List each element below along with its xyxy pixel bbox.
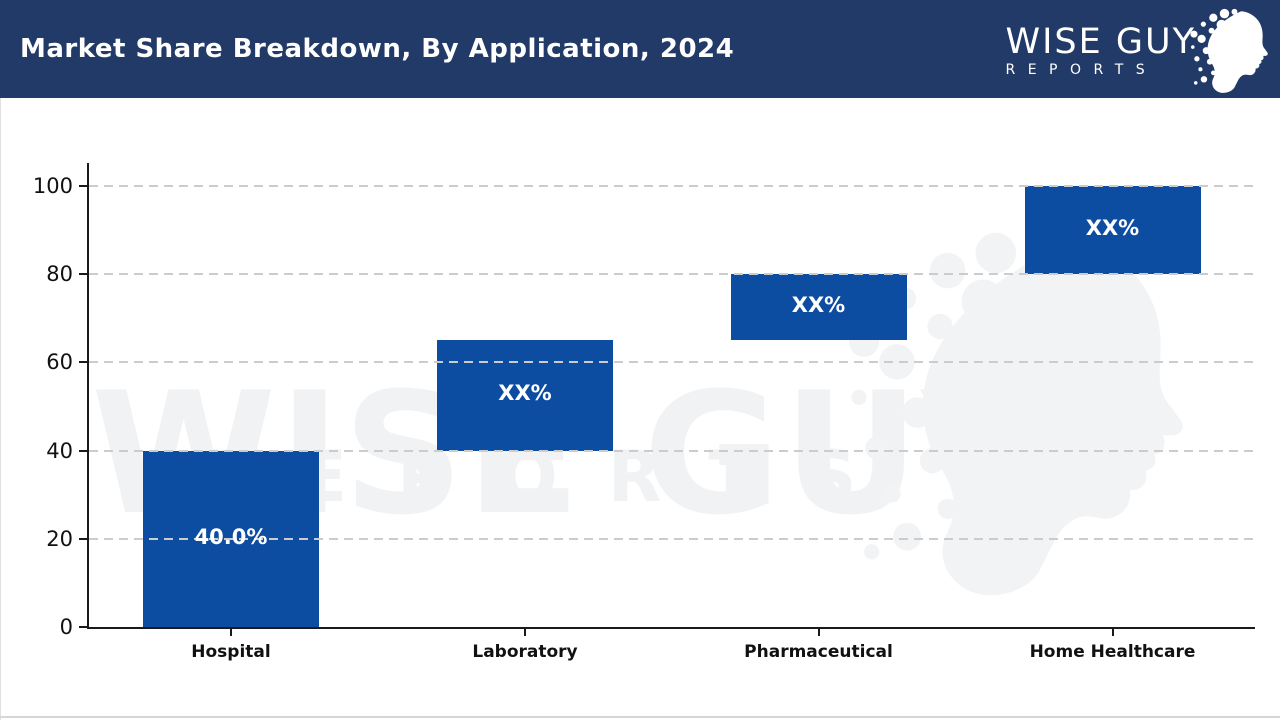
chart-title: Market Share Breakdown, By Application, … <box>20 34 735 64</box>
bar-pharmaceutical <box>730 274 907 341</box>
y-tick-label: 80 <box>46 262 73 287</box>
y-tick-mark <box>79 361 87 364</box>
x-tick-mark <box>817 629 820 636</box>
logo-text: WISE GUY REPORTS <box>1005 23 1196 78</box>
bar-home-healthcare <box>1024 186 1201 275</box>
y-tick-mark <box>79 449 87 452</box>
x-category-label: Pharmaceutical <box>744 642 893 662</box>
plot-area: WISE GUY REPORTS 0 20 40 60 80 100 40.0% Hospit… <box>0 98 1280 720</box>
bar-value-label: 40.0% <box>194 524 268 549</box>
logo-wordmark: WISE GUY <box>1005 21 1196 62</box>
gridline <box>89 537 1253 540</box>
gridline <box>89 449 1253 452</box>
bar-value-label: XX% <box>1085 216 1140 241</box>
x-category-label: Hospital <box>191 642 271 662</box>
y-tick-label: 60 <box>46 350 73 375</box>
x-category-label: Laboratory <box>472 642 578 662</box>
y-axis-line <box>87 163 89 629</box>
x-axis-line <box>87 627 1255 629</box>
y-tick-label: 40 <box>46 438 73 463</box>
y-tick-mark <box>79 537 87 540</box>
header-bar: Market Share Breakdown, By Application, … <box>0 0 1280 98</box>
logo-subtext: REPORTS <box>1005 61 1158 78</box>
y-tick-mark <box>79 626 87 628</box>
y-tick-label: 0 <box>59 615 73 639</box>
bar-value-label: XX% <box>498 381 552 406</box>
y-tick-label: 20 <box>46 526 73 551</box>
x-tick-mark <box>230 629 232 636</box>
bottom-divider <box>0 716 1280 718</box>
x-tick-mark <box>1111 629 1114 636</box>
x-tick-mark <box>524 629 526 636</box>
gridline <box>89 361 1253 364</box>
bar-value-label: XX% <box>791 293 846 318</box>
gridline <box>89 273 1253 276</box>
logo-head-icon <box>1190 8 1268 93</box>
gridline <box>89 185 1253 187</box>
watermark-head-icon <box>848 232 1183 596</box>
x-category-label: Home Healthcare <box>1029 642 1196 662</box>
y-tick-mark <box>79 185 87 187</box>
y-tick-mark <box>79 273 87 276</box>
bar-laboratory <box>437 340 613 451</box>
y-tick-label: 100 <box>32 174 73 198</box>
wise-guy-logo: WISE GUY REPORTS <box>1005 4 1274 96</box>
